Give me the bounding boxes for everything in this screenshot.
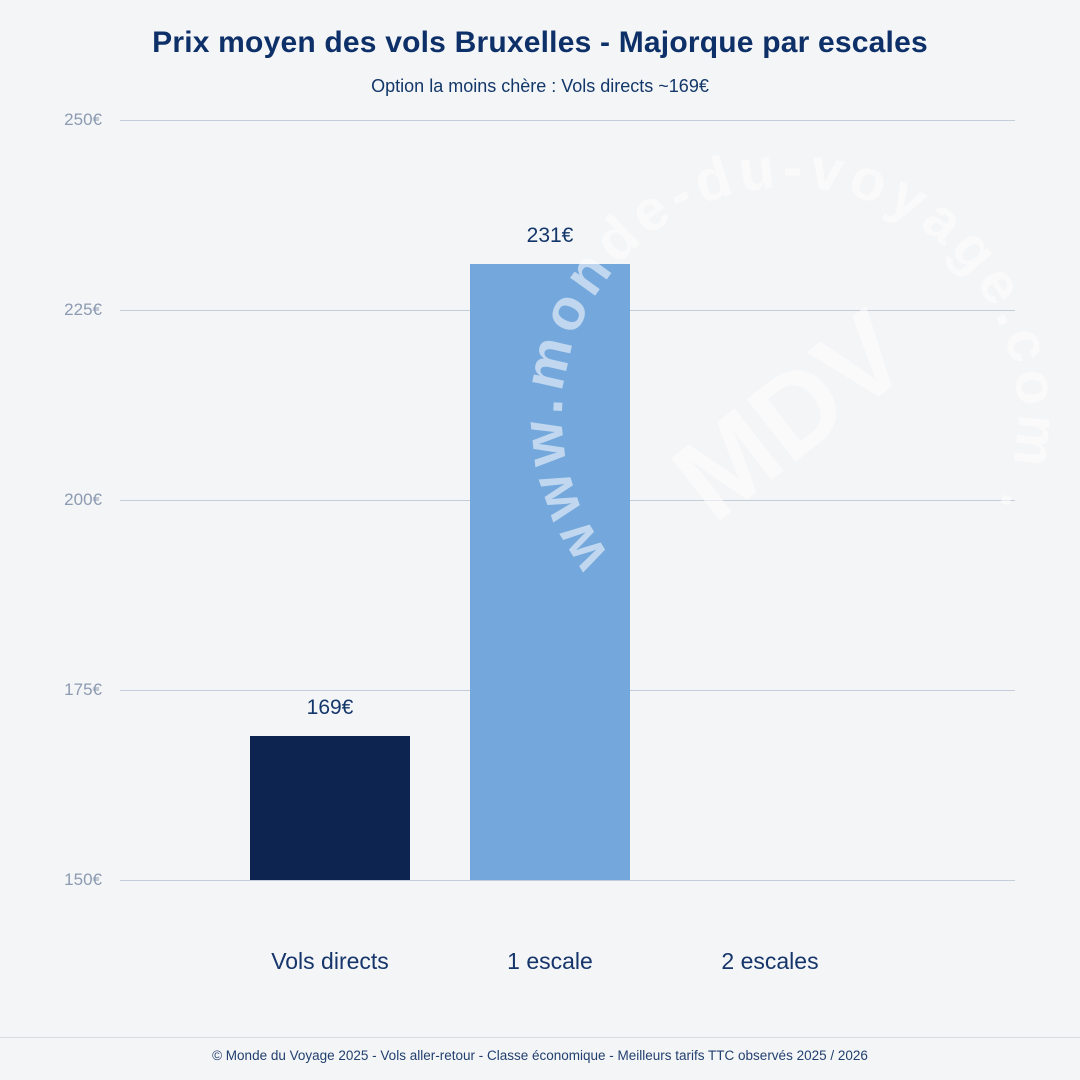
bar-value-label: 231€ bbox=[526, 224, 574, 248]
gridline bbox=[120, 880, 1015, 881]
y-axis-tick-label: 225€ bbox=[64, 300, 102, 319]
bar-vols-directs bbox=[250, 735, 410, 880]
category-label: 1 escale bbox=[507, 948, 593, 974]
category-label: 2 escales bbox=[721, 948, 819, 974]
bar-chart-plot-area: 150€ 175€ 200€ 225€ 250€ 169€ Vols directs 231€… bbox=[64, 110, 1015, 974]
y-axis-tick-label: 250€ bbox=[64, 110, 102, 129]
footer-text: © Monde du Voyage 2025 - Vols aller-reto… bbox=[212, 1048, 868, 1063]
footer-divider: © Monde du Voyage 2025 - Vols aller-reto… bbox=[0, 1037, 1080, 1063]
y-axis-tick-label: 175€ bbox=[64, 680, 102, 699]
bar-1-escale bbox=[470, 264, 630, 880]
chart-title: Prix moyen des vols Bruxelles - Majorque… bbox=[152, 26, 928, 59]
y-axis-tick-label: 200€ bbox=[64, 490, 102, 509]
bar-value-label: 169€ bbox=[306, 695, 354, 719]
y-axis-tick-label: 150€ bbox=[64, 870, 102, 889]
gridline bbox=[120, 120, 1015, 121]
chart-subtitle: Option la moins chère : Vols directs ~16… bbox=[371, 76, 709, 96]
category-label: Vols directs bbox=[271, 948, 389, 974]
